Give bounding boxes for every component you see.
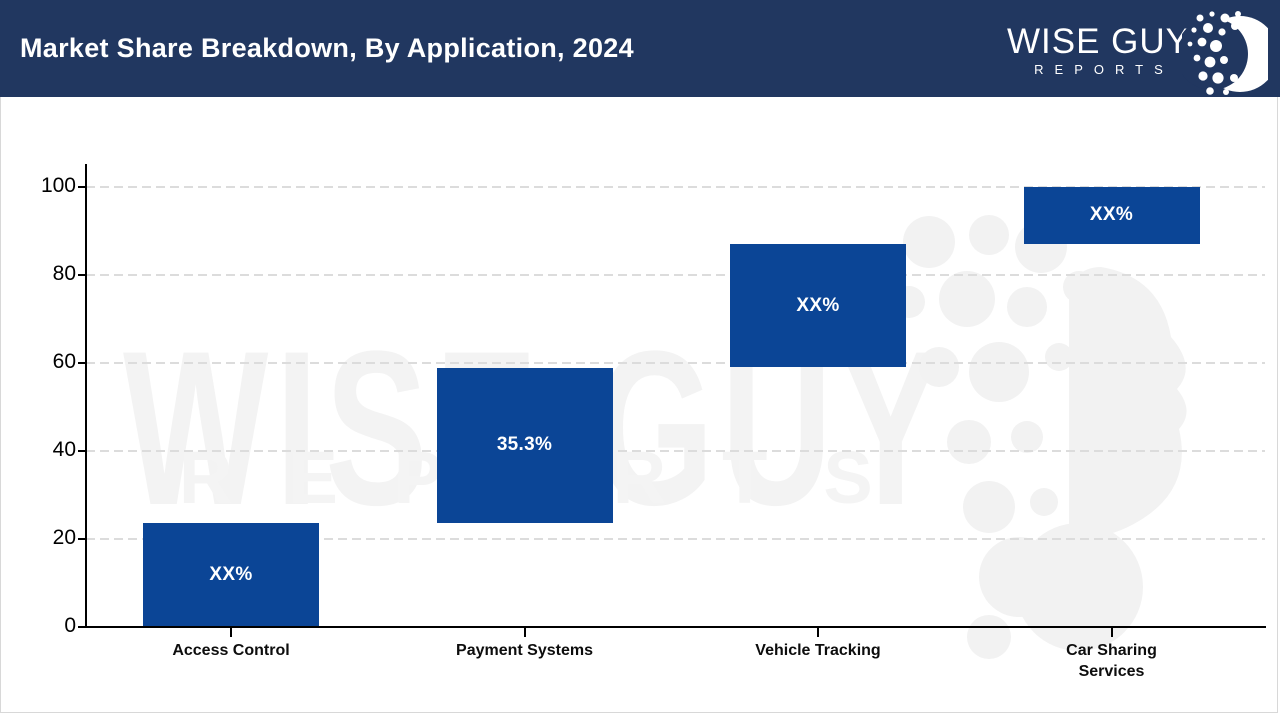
y-tick-mark <box>78 274 86 276</box>
logo-text: WISE GUY REPORTS <box>1006 22 1190 78</box>
x-tick-mark <box>230 628 232 637</box>
x-axis-category-label: Access Control <box>172 642 290 659</box>
logo-head-icon <box>1182 11 1268 95</box>
y-tick-label: 0 <box>64 614 76 637</box>
y-tick-label: 100 <box>40 174 76 197</box>
y-axis-line <box>85 164 87 628</box>
y-tick-mark <box>78 186 86 188</box>
x-axis-category-label: Vehicle Tracking <box>755 642 881 659</box>
y-tick-mark <box>78 626 86 628</box>
bar-segment: XX% <box>143 523 319 627</box>
gridline <box>86 450 1265 452</box>
bar-segment: XX% <box>730 244 906 368</box>
bar-value-label: XX% <box>1089 204 1134 226</box>
header-bar: Market Share Breakdown, By Application, … <box>0 0 1280 97</box>
bar-segment: XX% <box>1023 187 1200 244</box>
x-axis-category-label: Payment Systems <box>456 642 593 659</box>
gridline <box>86 362 1265 364</box>
bar-value-label: XX% <box>796 294 840 316</box>
logo-wordmark: WISE GUY <box>1006 22 1190 61</box>
x-axis-line <box>85 626 1266 628</box>
x-tick-mark <box>523 628 526 637</box>
y-tick-mark <box>78 362 86 364</box>
y-tick-label: 20 <box>52 526 76 549</box>
x-axis-category-label: Car Sharing Services <box>1066 642 1157 680</box>
y-tick-mark <box>78 450 86 452</box>
logo-subtitle: REPORTS <box>1034 62 1174 77</box>
watermark-head-icon <box>893 215 1187 659</box>
y-tick-label: 80 <box>52 262 76 285</box>
bar-value-label: 35.3% <box>496 434 553 456</box>
y-tick-label: 60 <box>52 350 76 373</box>
bar-value-label: XX% <box>209 564 253 586</box>
gridline <box>86 274 1265 276</box>
y-tick-mark <box>78 538 86 540</box>
x-tick-mark <box>817 628 819 637</box>
wise-guy-reports-logo: WISE GUY REPORTS <box>1007 6 1268 95</box>
bar-segment: 35.3% <box>436 367 613 524</box>
x-tick-mark <box>1110 628 1113 637</box>
y-tick-label: 40 <box>52 438 76 461</box>
gridline <box>86 538 1265 540</box>
gridline <box>86 186 1265 188</box>
chart-title: Market Share Breakdown, By Application, … <box>20 33 634 63</box>
